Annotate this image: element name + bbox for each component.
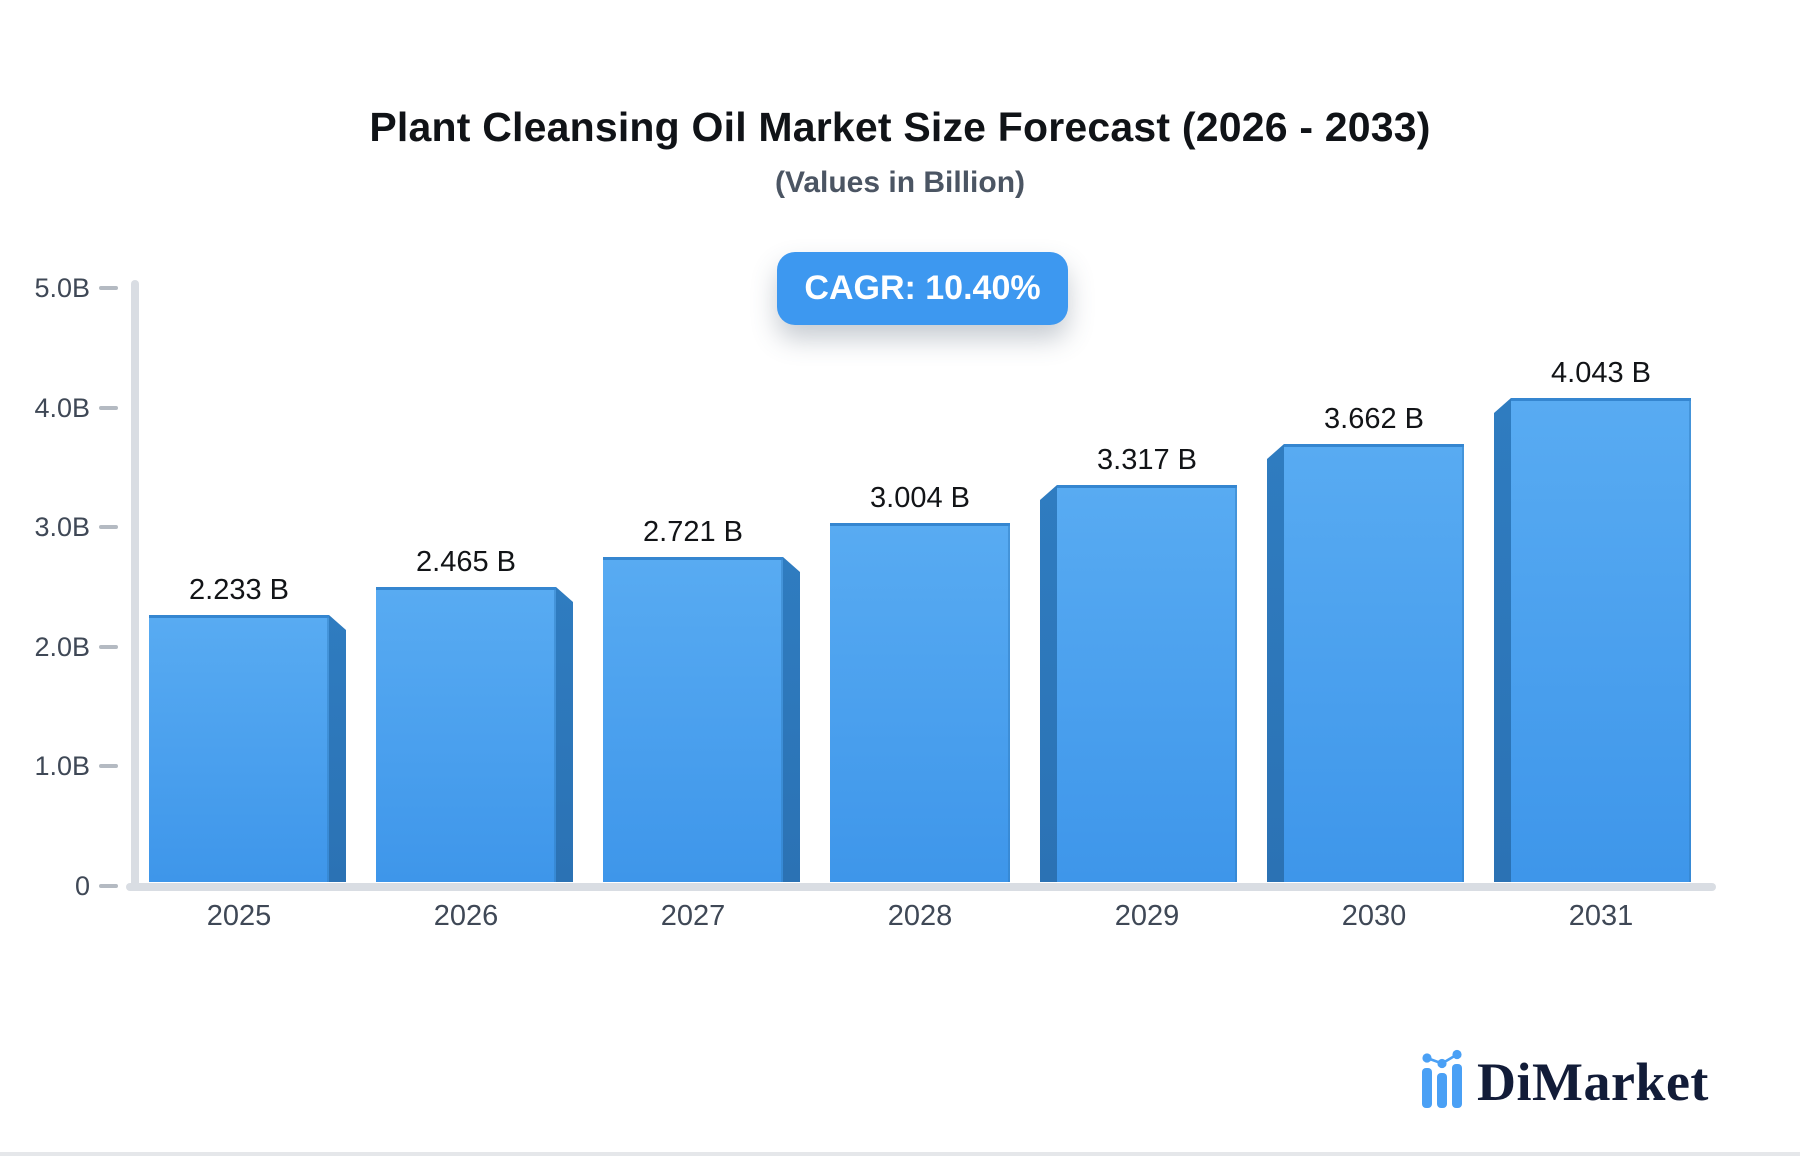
x-axis-label: 2027 (660, 900, 726, 932)
bar-value-label: 3.004 B (870, 482, 970, 514)
bar-value-label: 2.465 B (416, 546, 516, 578)
bar[interactable]: 2.233 B (149, 574, 346, 882)
y-axis-tick (99, 764, 118, 769)
bar-face (149, 615, 329, 882)
y-axis-line (131, 280, 139, 891)
y-axis-tick (99, 405, 118, 410)
bar-side-face (783, 557, 800, 882)
bar-side-face (1267, 444, 1284, 882)
bar[interactable]: 2.465 B (376, 546, 573, 882)
y-axis-tick-label: 1.0B (34, 751, 90, 782)
bar-face (1284, 444, 1464, 882)
bar-face (830, 523, 1010, 882)
y-axis-tick-label: 0 (74, 871, 90, 901)
x-axis-label: 2025 (206, 900, 272, 932)
bar-face (376, 587, 556, 882)
bar[interactable]: 2.721 B (603, 516, 800, 882)
y-axis-tick (99, 644, 118, 649)
chart-subtitle: (Values in Billion) (774, 166, 1026, 199)
y-axis-tick-label: 5.0B (34, 273, 90, 303)
bar[interactable]: 3.662 B (1267, 403, 1464, 882)
bar-value-label: 3.662 B (1324, 403, 1424, 435)
bar-side-face (1494, 398, 1511, 882)
bar[interactable]: 4.043 B (1494, 357, 1691, 882)
y-axis-tick-label: 3.0B (34, 512, 90, 543)
x-axis-label: 2029 (1114, 900, 1180, 932)
y-axis-tick-label: 4.0B (34, 392, 90, 423)
x-axis-label: 2030 (1341, 900, 1407, 932)
cagr-badge: CAGR: 10.40% (777, 252, 1068, 325)
brand-logo: DiMarket (1422, 1042, 1709, 1113)
bar-line-chart-icon (1422, 1049, 1462, 1108)
bar-value-label: 2.721 B (643, 516, 743, 548)
x-axis-line (126, 883, 1716, 891)
y-axis-tick (99, 286, 118, 290)
bar-face (1511, 398, 1691, 882)
chart-title: Plant Cleansing Oil Market Size Forecast… (369, 104, 1431, 150)
bar[interactable]: 3.004 B (830, 482, 1010, 882)
brand-name: DiMarket (1477, 1052, 1709, 1113)
bar-value-label: 3.317 B (1097, 444, 1197, 476)
y-axis-tick (99, 525, 118, 530)
x-axis-label: 2026 (433, 900, 499, 932)
bar-face (603, 557, 783, 882)
x-axis-label: 2028 (887, 900, 953, 932)
bar[interactable]: 3.317 B (1040, 444, 1237, 882)
bar-value-label: 4.043 B (1551, 357, 1651, 389)
y-axis-tick-label: 2.0B (34, 631, 90, 662)
y-axis-tick (99, 884, 118, 888)
bar-side-face (1040, 485, 1057, 882)
bar-side-face (556, 587, 573, 882)
bar-side-face (329, 615, 346, 882)
bar-face (1057, 485, 1237, 882)
x-axis-label: 2031 (1568, 900, 1634, 932)
bar-value-label: 2.233 B (189, 574, 289, 606)
